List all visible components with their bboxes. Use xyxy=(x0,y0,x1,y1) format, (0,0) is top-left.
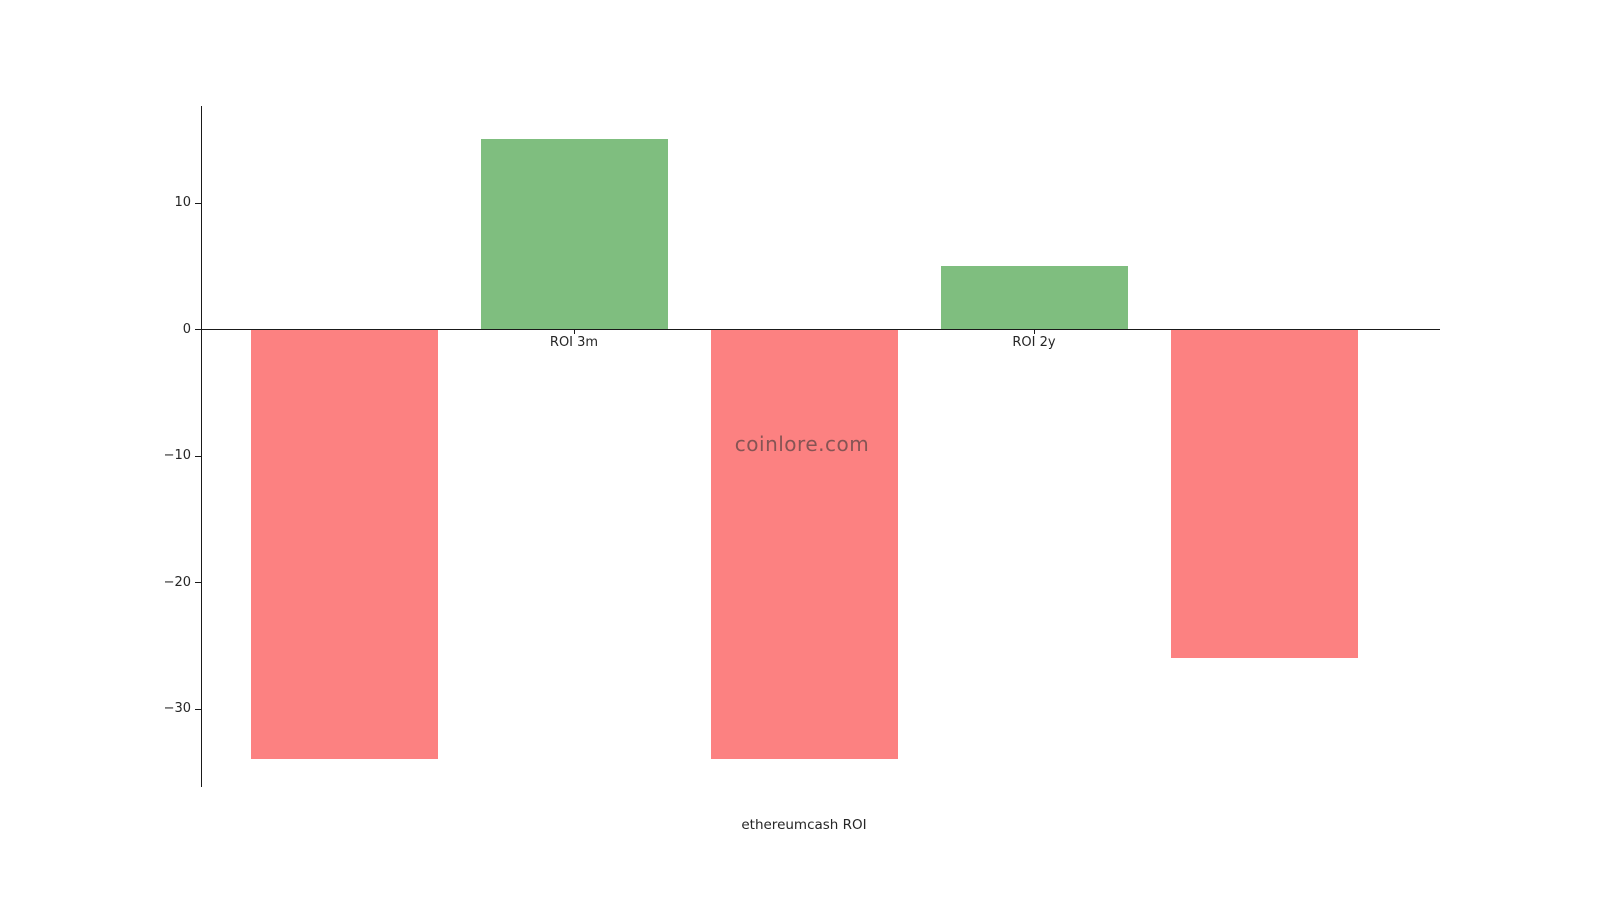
bar-ROI 3m xyxy=(480,139,668,329)
x-tick-mark xyxy=(574,329,575,334)
y-tick-label: −10 xyxy=(163,448,191,463)
y-axis-line xyxy=(201,106,202,787)
y-tick-label: 10 xyxy=(174,195,191,210)
y-tick-mark xyxy=(195,582,201,583)
y-tick-mark xyxy=(195,202,201,204)
y-tick-mark xyxy=(195,708,201,710)
bar-unlabeled-3 xyxy=(710,329,898,760)
y-tick-label: 0 xyxy=(182,321,191,337)
bar-ROI 2y xyxy=(940,265,1128,329)
x-tick-mark xyxy=(1034,329,1035,334)
x-axis-zero-line xyxy=(201,329,1440,330)
y-tick-mark xyxy=(195,455,201,457)
bar-unlabeled-1 xyxy=(250,329,438,760)
watermark-text: coinlore.com xyxy=(734,432,870,456)
x-tick-label: ROI 2y xyxy=(1012,335,1056,350)
chart-title: ethereumcash ROI xyxy=(741,817,867,833)
x-tick-label: ROI 3m xyxy=(549,335,599,350)
bar-unlabeled-5 xyxy=(1170,329,1358,658)
y-tick-mark xyxy=(195,329,201,330)
y-tick-label: −30 xyxy=(163,701,191,716)
y-tick-label: −20 xyxy=(163,574,191,590)
